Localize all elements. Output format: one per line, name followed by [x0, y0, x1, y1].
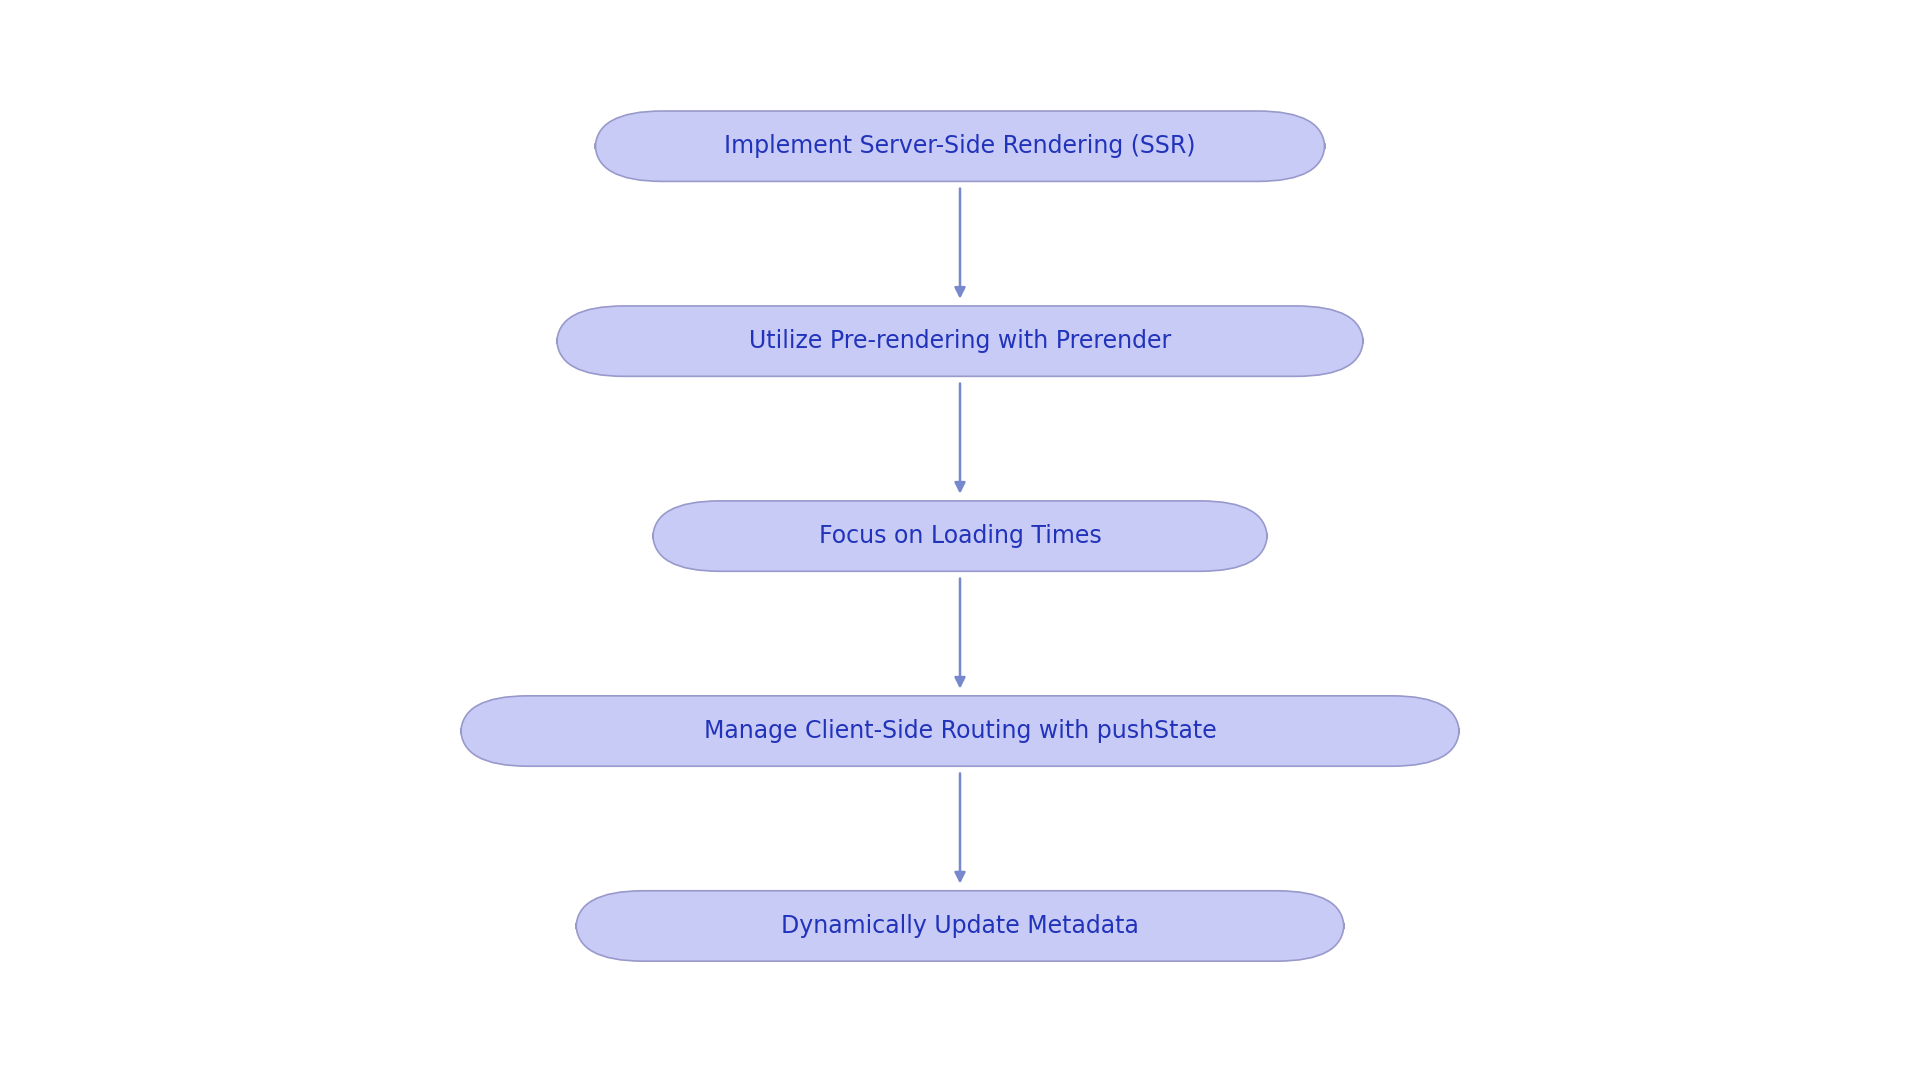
- Text: Manage Client-Side Routing with pushState: Manage Client-Side Routing with pushStat…: [703, 719, 1217, 743]
- FancyBboxPatch shape: [576, 890, 1344, 962]
- Text: Focus on Loading Times: Focus on Loading Times: [818, 524, 1102, 548]
- FancyBboxPatch shape: [653, 500, 1267, 572]
- FancyBboxPatch shape: [595, 112, 1325, 182]
- Text: Utilize Pre-rendering with Prerender: Utilize Pre-rendering with Prerender: [749, 329, 1171, 353]
- FancyBboxPatch shape: [557, 305, 1363, 376]
- Text: Implement Server-Side Rendering (SSR): Implement Server-Side Rendering (SSR): [724, 134, 1196, 158]
- FancyBboxPatch shape: [461, 696, 1459, 767]
- Text: Dynamically Update Metadata: Dynamically Update Metadata: [781, 914, 1139, 938]
